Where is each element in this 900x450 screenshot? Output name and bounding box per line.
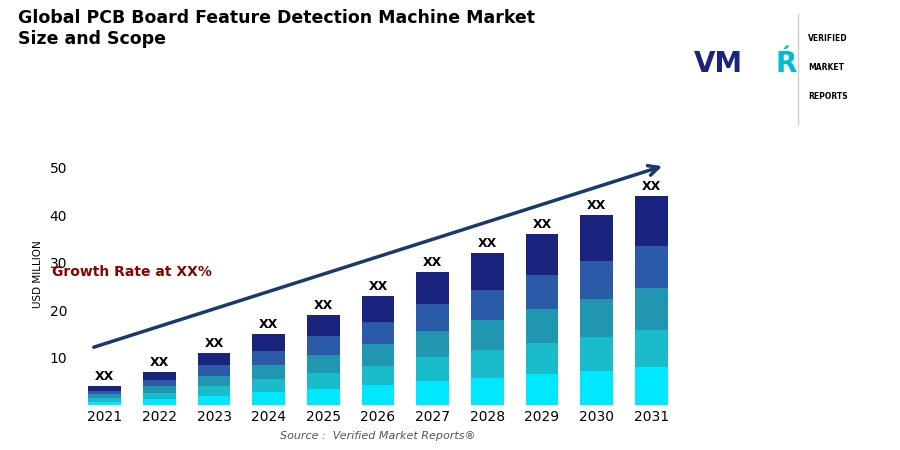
Bar <box>526 275 558 309</box>
Text: XX: XX <box>642 180 661 194</box>
Bar <box>580 299 613 337</box>
Bar <box>526 374 558 405</box>
Bar <box>198 365 230 376</box>
Text: XX: XX <box>314 299 333 312</box>
Bar <box>252 392 285 405</box>
Bar <box>143 399 176 405</box>
Bar <box>634 288 668 330</box>
Bar <box>88 386 122 391</box>
Text: XX: XX <box>204 337 224 350</box>
Bar <box>307 373 340 389</box>
Bar <box>416 331 449 357</box>
Bar <box>307 337 340 355</box>
Bar <box>143 387 176 393</box>
Bar <box>580 337 613 371</box>
Bar <box>471 320 504 351</box>
Text: Global PCB Board Feature Detection Machine Market
Size and Scope: Global PCB Board Feature Detection Machi… <box>18 9 535 48</box>
Text: XX: XX <box>423 256 442 269</box>
Bar <box>307 389 340 405</box>
Text: REPORTS: REPORTS <box>808 92 848 101</box>
Bar <box>526 343 558 374</box>
Bar <box>198 353 230 365</box>
Bar <box>634 246 668 288</box>
Bar <box>362 366 394 385</box>
Bar <box>580 371 613 405</box>
Bar <box>88 391 122 394</box>
Bar <box>580 261 613 299</box>
Bar <box>198 386 230 396</box>
Bar <box>252 351 285 365</box>
Bar <box>252 365 285 379</box>
Bar <box>143 393 176 399</box>
Bar <box>307 355 340 373</box>
Bar <box>88 394 122 398</box>
Bar <box>307 315 340 337</box>
Bar <box>88 398 122 401</box>
Text: XX: XX <box>478 237 497 250</box>
Bar <box>526 309 558 343</box>
Text: XX: XX <box>587 199 607 212</box>
Text: XX: XX <box>532 218 552 231</box>
Bar <box>88 401 122 405</box>
Bar <box>471 253 504 290</box>
Bar <box>634 367 668 405</box>
Text: VERIFIED: VERIFIED <box>808 34 848 43</box>
Text: MARKET: MARKET <box>808 63 844 72</box>
Bar <box>471 351 504 378</box>
Bar <box>416 381 449 405</box>
Y-axis label: USD MILLION: USD MILLION <box>32 241 42 308</box>
Text: Ŕ: Ŕ <box>775 50 796 78</box>
Bar <box>634 330 668 367</box>
Bar <box>362 296 394 322</box>
Text: XX: XX <box>368 280 388 293</box>
Bar <box>198 376 230 386</box>
Bar <box>198 396 230 405</box>
Bar <box>416 357 449 381</box>
Bar <box>634 196 668 246</box>
Bar <box>362 322 394 344</box>
Bar <box>143 372 176 380</box>
Bar <box>252 379 285 392</box>
Bar <box>416 272 449 304</box>
Text: XX: XX <box>95 370 114 383</box>
Text: VM: VM <box>695 50 743 78</box>
Text: Source :  Verified Market Reports®: Source : Verified Market Reports® <box>280 431 476 441</box>
Bar <box>362 385 394 405</box>
Text: XX: XX <box>149 356 169 369</box>
Bar <box>143 380 176 387</box>
Bar <box>471 290 504 320</box>
Bar <box>252 334 285 351</box>
Bar <box>526 234 558 275</box>
Text: Growth Rate at XX%: Growth Rate at XX% <box>52 265 212 279</box>
Bar <box>580 215 613 261</box>
Bar <box>362 344 394 366</box>
Text: XX: XX <box>259 318 278 331</box>
Bar <box>416 304 449 331</box>
Bar <box>471 378 504 405</box>
